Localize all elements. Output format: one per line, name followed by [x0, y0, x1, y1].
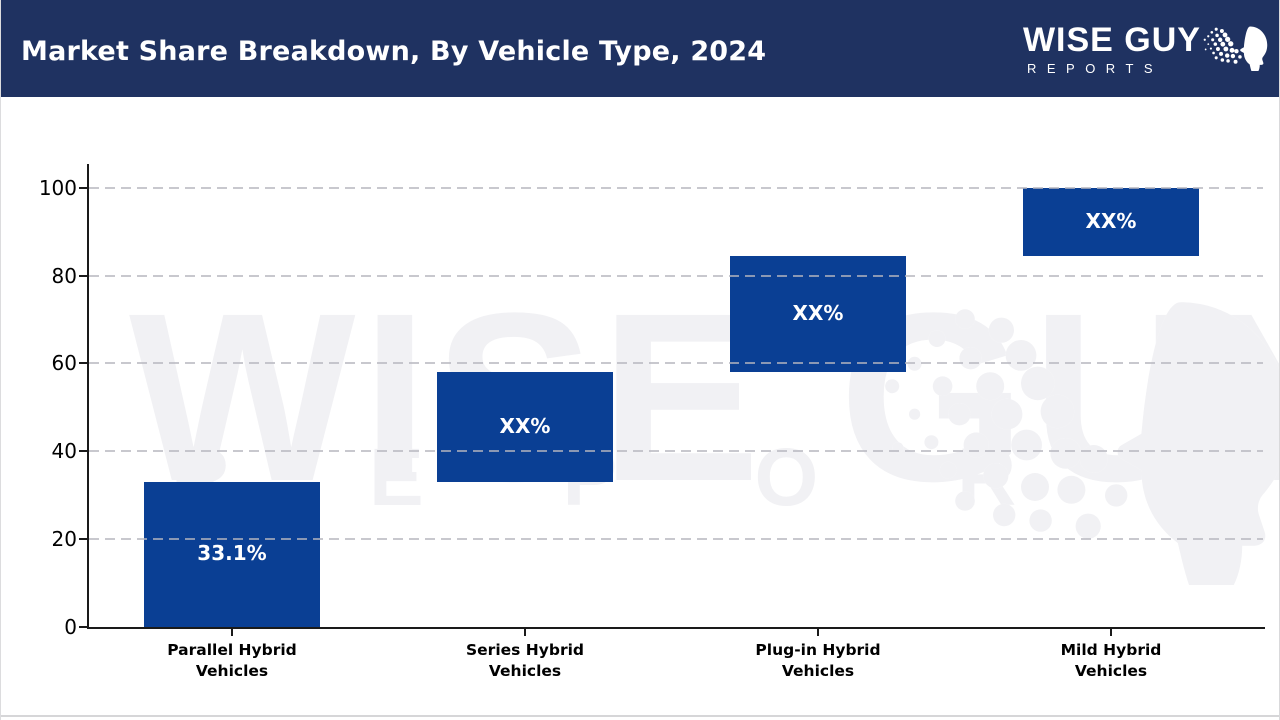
y-axis-line: [87, 164, 89, 629]
gridline: [89, 362, 1263, 365]
logo-wordmark: WISE GUY: [1022, 21, 1201, 59]
x-category-label: Plug-in Hybrid Vehicles: [688, 640, 948, 682]
y-tick-label: 80: [51, 263, 77, 288]
y-tick-mark: [79, 450, 87, 453]
x-category-label: Parallel Hybrid Vehicles: [102, 640, 362, 682]
y-tick-mark: [79, 186, 87, 189]
x-axis-line: [87, 627, 1265, 629]
y-tick-mark: [79, 538, 87, 541]
x-tick-mark: [817, 629, 819, 636]
logo-subtitle: REPORTS: [1026, 61, 1164, 76]
x-category-label: Series Hybrid Vehicles: [395, 640, 655, 682]
bar-value-label: XX%: [1085, 208, 1137, 233]
bottom-border-line: [1, 715, 1279, 717]
y-tick-mark: [79, 362, 87, 365]
x-category-label-line: Mild Hybrid: [1060, 641, 1162, 659]
logo-face-icon: [1203, 26, 1268, 72]
page-title: Market Share Breakdown, By Vehicle Type,…: [21, 36, 767, 67]
x-category-label-line: Vehicles: [1074, 662, 1148, 680]
y-tick-mark: [79, 626, 87, 628]
bar-series-hybrid-vehicles: [437, 372, 613, 482]
y-tick-label: 40: [51, 439, 77, 464]
x-tick-mark: [231, 629, 233, 636]
x-category-label-line: Plug-in Hybrid: [755, 641, 881, 659]
header-bar: Market Share Breakdown, By Vehicle Type,…: [1, 0, 1279, 97]
logo-text: WISE GUY REPORTS: [1023, 22, 1201, 76]
bar-parallel-hybrid-vehicles: [144, 481, 320, 627]
gridline: [89, 186, 1263, 189]
y-tick-label: 20: [51, 527, 77, 552]
bar-value-label: XX%: [499, 413, 551, 438]
bar-value-label: 33.1%: [197, 541, 267, 566]
y-tick-label: 60: [51, 351, 77, 376]
x-category-label-line: Vehicles: [781, 662, 855, 680]
x-category-label-line: Vehicles: [488, 662, 562, 680]
x-category-label-line: Series Hybrid: [466, 641, 584, 659]
x-category-label-line: Vehicles: [195, 662, 269, 680]
bar-value-label: XX%: [792, 301, 844, 326]
x-tick-mark: [1110, 629, 1112, 636]
gridline: [89, 450, 1263, 453]
bar-mild-hybrid-vehicles: [1023, 187, 1199, 256]
y-tick-label: 100: [38, 175, 77, 200]
wiseguy-logo: WISE GUY REPORTS: [1023, 6, 1269, 92]
y-tick-label: 0: [64, 615, 77, 639]
gridline: [89, 274, 1263, 277]
gridline: [89, 538, 1263, 541]
y-tick-mark: [79, 274, 87, 277]
x-category-label-line: Parallel Hybrid: [167, 641, 297, 659]
x-tick-mark: [524, 629, 526, 636]
x-category-label: Mild Hybrid Vehicles: [981, 640, 1241, 682]
